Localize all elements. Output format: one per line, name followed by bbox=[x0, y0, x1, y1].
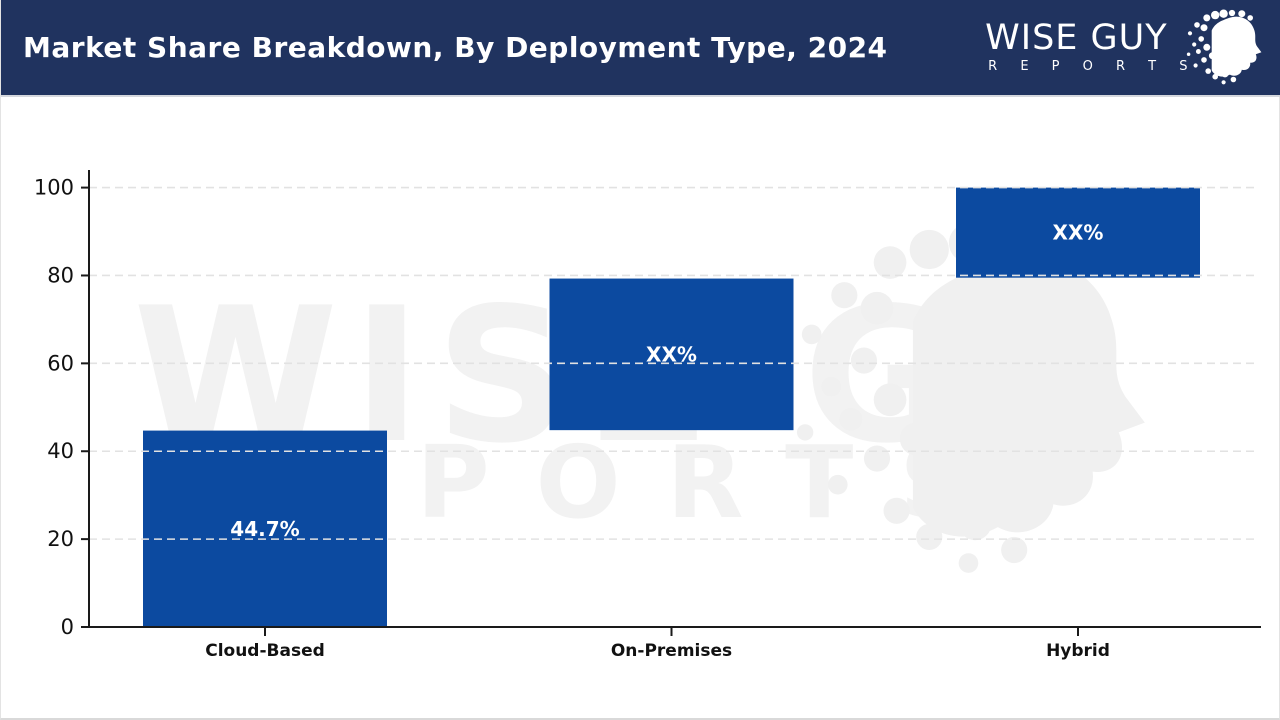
x-category-label: On-Premises bbox=[611, 641, 732, 661]
bar-value-label: XX% bbox=[646, 342, 697, 366]
brand-name: WISE GUY bbox=[985, 18, 1168, 58]
x-category-label: Cloud-Based bbox=[205, 641, 325, 661]
bar-value-label: XX% bbox=[1053, 221, 1104, 245]
bar-cloud-based bbox=[143, 430, 387, 627]
header-bar: Market Share Breakdown, By Deployment Ty… bbox=[1, 0, 1280, 97]
chart-area: WISE GU REPORTS 0 20 40 60 80 100 Cloud-Based O… bbox=[1, 95, 1280, 720]
brand-logo-text: WISE GUY R E P O R T S bbox=[985, 18, 1197, 75]
y-tick-label: 80 bbox=[47, 263, 74, 287]
x-category-label: Hybrid bbox=[1046, 641, 1110, 661]
dotted-head-icon bbox=[1186, 9, 1262, 84]
y-tick-label: 0 bbox=[61, 615, 74, 639]
y-tick-label: 100 bbox=[34, 176, 74, 200]
plot-svg: 0 20 40 60 80 100 Cloud-Based On-Premises Hybrid… bbox=[34, 170, 1261, 661]
y-tick-label: 60 bbox=[47, 351, 74, 375]
bar-hybrid bbox=[956, 187, 1200, 278]
y-tick-label: 20 bbox=[47, 527, 74, 551]
bar-value-label: 44.7% bbox=[230, 517, 299, 541]
page-title: Market Share Breakdown, By Deployment Ty… bbox=[23, 31, 888, 64]
brand-subtitle: R E P O R T S bbox=[988, 59, 1197, 74]
brand-logo: WISE GUY R E P O R T S bbox=[985, 8, 1280, 88]
bar-on-premises bbox=[549, 278, 794, 431]
y-tick-label: 40 bbox=[47, 439, 74, 463]
